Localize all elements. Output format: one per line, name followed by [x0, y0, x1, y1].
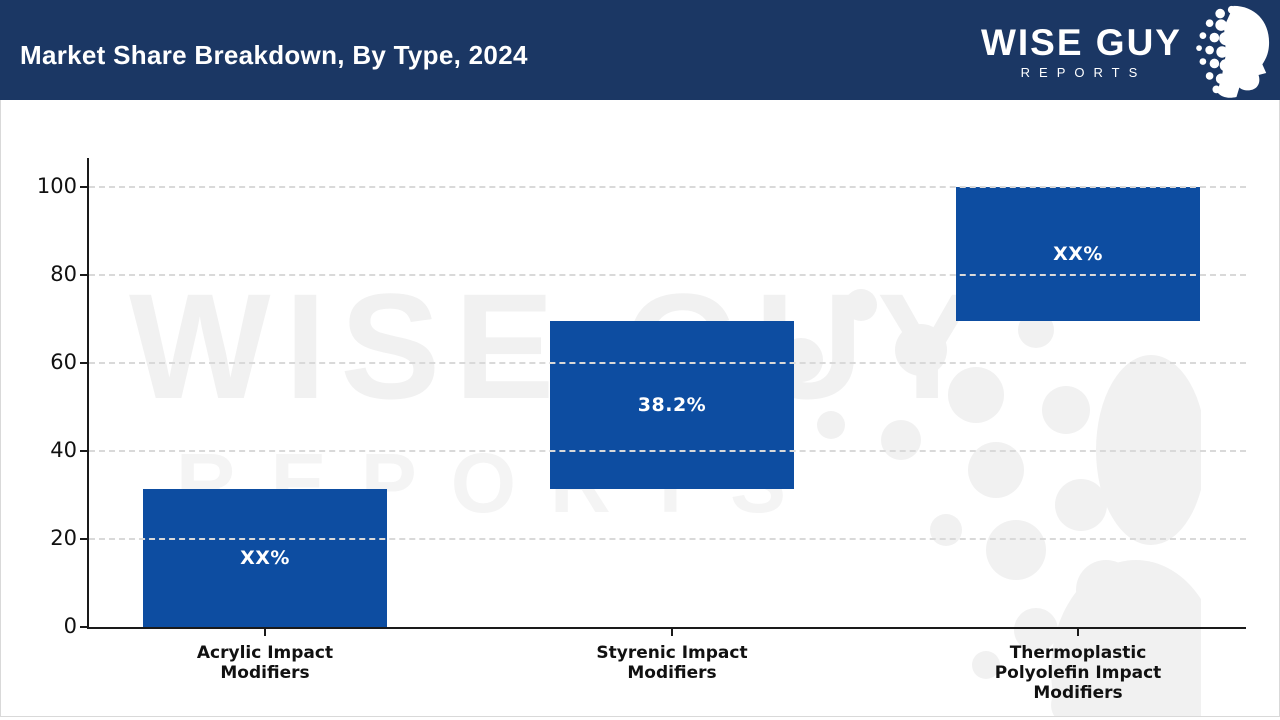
category-label-line: Acrylic Impact [196, 643, 334, 663]
bar-value-label: XX% [240, 546, 290, 569]
y-tick-mark [80, 274, 88, 276]
header: Market Share Breakdown, By Type, 2024 WI… [0, 0, 1280, 100]
y-tick-label: 100 [36, 174, 77, 198]
category-label-line: Polyolefin Impact [994, 663, 1162, 683]
gridline [89, 538, 1246, 540]
logo-wordmark-line1: WISE GUY [980, 21, 1182, 63]
logo-wordmark: WISE GUY REPORTS [980, 21, 1182, 80]
category-label-line: Modifiers [627, 663, 717, 683]
y-tick-mark [80, 626, 88, 628]
category-label: Styrenic Impact Modifiers [522, 643, 822, 683]
bar-segment: XX% [956, 187, 1200, 321]
category-label-line: Thermoplastic [1009, 643, 1147, 663]
y-tick-mark [80, 450, 88, 452]
gridline [89, 186, 1246, 188]
y-tick-mark [80, 186, 88, 188]
y-tick-label: 80 [50, 262, 77, 286]
gridline [89, 450, 1246, 452]
y-tick-label: 40 [50, 438, 77, 462]
logo: WISE GUY REPORTS [981, 4, 1272, 98]
y-tick-mark [80, 362, 88, 364]
y-axis-line [87, 158, 89, 629]
category-label-line: Modifiers [1033, 683, 1123, 703]
category-label: Acrylic Impact Modifiers [115, 643, 415, 683]
logo-wordmark-line2: REPORTS [1020, 64, 1147, 80]
x-tick-mark [1077, 629, 1079, 636]
gridline [89, 362, 1246, 364]
page-title: Market Share Breakdown, By Type, 2024 [20, 39, 528, 70]
y-tick-label: 60 [50, 350, 77, 374]
y-tick-label: 20 [50, 526, 77, 550]
bar-value-label: 38.2% [637, 393, 707, 416]
category-label-line: Styrenic Impact [596, 643, 748, 663]
x-tick-mark [264, 629, 266, 636]
chart-area: WISE GUY REPORTS 0 20 40 60 80 100 XX% Acrylic … [0, 100, 1280, 717]
bar-value-label: XX% [1053, 242, 1103, 265]
category-label-line: Modifiers [220, 663, 310, 683]
x-axis-line [87, 627, 1246, 629]
logo-face-icon [1196, 5, 1270, 98]
gridline [89, 274, 1246, 276]
category-label: Thermoplastic Polyolefin Impact Modifiers [928, 643, 1228, 703]
bar-segment: 38.2% [550, 320, 794, 489]
y-tick-mark [80, 538, 88, 540]
y-tick-label: 0 [63, 614, 77, 638]
x-tick-mark [671, 629, 673, 636]
plot: 0 20 40 60 80 100 XX% Acrylic Impact Modifiers 38… [1, 100, 1279, 716]
bar-segment: XX% [143, 488, 387, 627]
